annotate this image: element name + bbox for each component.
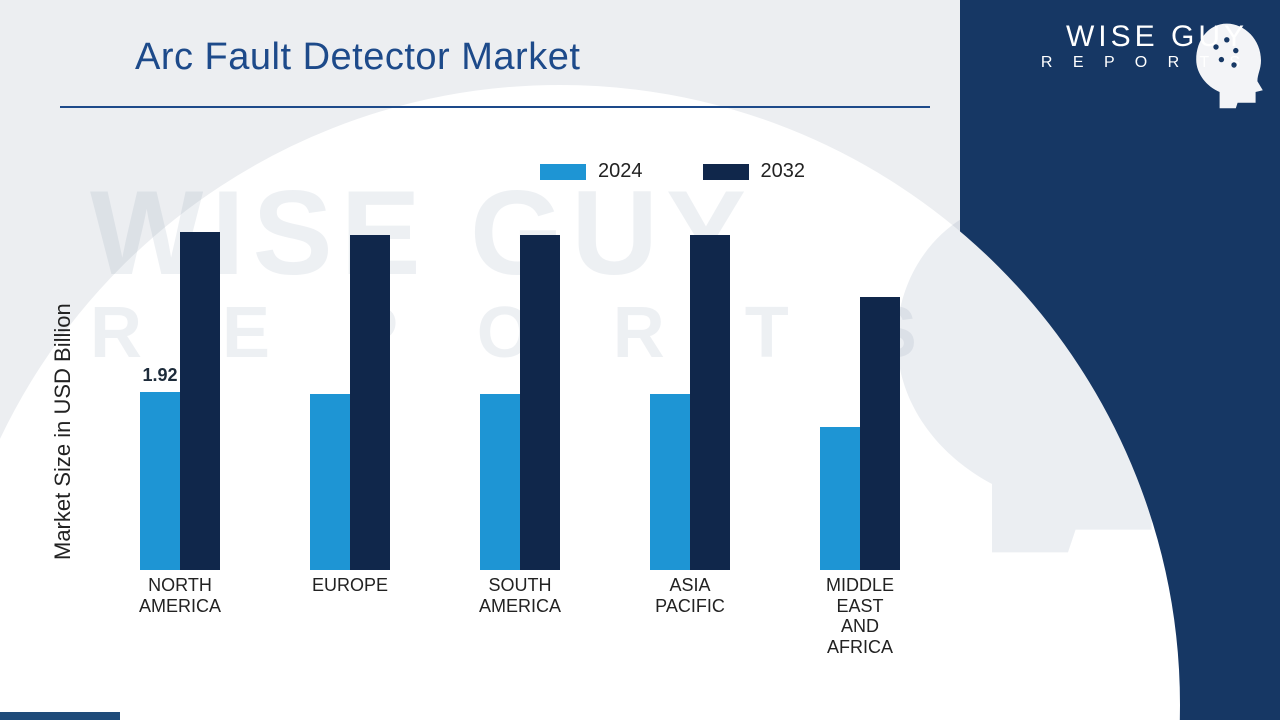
x-label-ap: ASIAPACIFIC (620, 575, 760, 616)
legend-label-2032: 2032 (761, 160, 806, 182)
bar-ap-2024 (650, 394, 690, 570)
legend-item-2024: 2024 (540, 160, 643, 183)
bar-mea-2032 (860, 297, 900, 570)
brand-head-icon (1180, 20, 1270, 110)
y-axis-label: Market Size in USD Billion (50, 303, 76, 560)
bar-mea-2024 (820, 427, 860, 570)
value-label: 1.92 (142, 365, 177, 386)
bar-sa-2024 (480, 394, 520, 570)
legend-item-2032: 2032 (703, 160, 806, 183)
x-label-mea: MIDDLEEASTANDAFRICA (790, 575, 930, 658)
title-underline (60, 106, 930, 108)
bottom-accent-bar (0, 712, 120, 720)
bar-na-2024 (140, 392, 180, 570)
chart-title: Arc Fault Detector Market (135, 36, 580, 79)
bar-sa-2032 (520, 235, 560, 570)
x-label-sa: SOUTHAMERICA (450, 575, 590, 616)
bar-eu-2024 (310, 394, 350, 570)
x-label-eu: EUROPE (280, 575, 420, 596)
bar-ap-2032 (690, 235, 730, 570)
bar-na-2032 (180, 232, 220, 570)
legend-swatch-2032 (703, 164, 749, 180)
plot-area: 1.92 (120, 200, 920, 570)
legend-swatch-2024 (540, 164, 586, 180)
x-label-na: NORTHAMERICA (110, 575, 250, 616)
chart-canvas: WISE GUY R E P O R T S Arc Fault Detecto… (0, 0, 1280, 720)
legend-label-2024: 2024 (598, 160, 643, 182)
bar-eu-2032 (350, 235, 390, 570)
legend: 2024 2032 (540, 160, 805, 183)
